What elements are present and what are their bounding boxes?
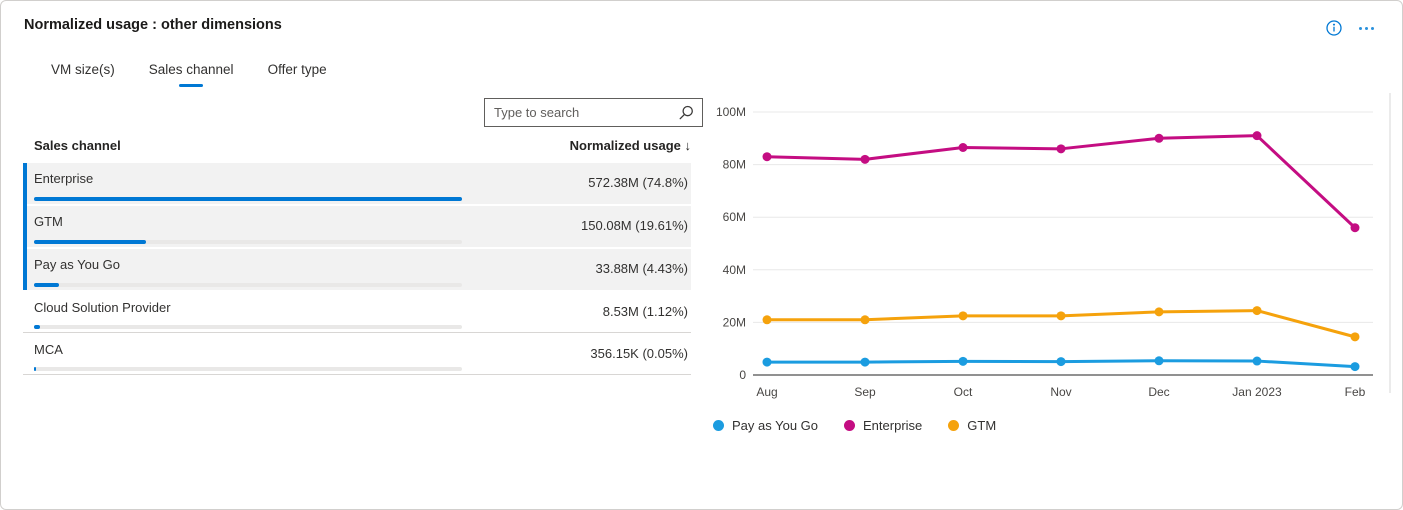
- data-point[interactable]: [860, 154, 870, 164]
- row-selected-marker: [23, 163, 27, 206]
- row-label: Enterprise: [34, 171, 94, 186]
- data-point[interactable]: [762, 315, 772, 325]
- tab-offer-type[interactable]: Offer type: [268, 62, 327, 89]
- legend-item-enterprise[interactable]: Enterprise: [844, 418, 922, 433]
- table-row[interactable]: Enterprise 572.38M (74.8%): [23, 163, 691, 206]
- search-icon[interactable]: [678, 105, 694, 121]
- data-point[interactable]: [958, 143, 968, 153]
- row-selected-marker: [23, 206, 27, 249]
- data-point[interactable]: [1154, 356, 1164, 366]
- x-axis-tick: Nov: [1050, 385, 1071, 399]
- tab-sales-channel[interactable]: Sales channel: [149, 62, 234, 89]
- chart-legend: Pay as You Go Enterprise GTM: [713, 418, 996, 433]
- row-label: MCA: [34, 342, 63, 357]
- x-axis-tick: Feb: [1345, 385, 1366, 399]
- legend-dot-icon: [713, 420, 724, 431]
- dimension-tabs: VM size(s) Sales channel Offer type: [51, 62, 327, 89]
- row-bar-track: [34, 367, 462, 371]
- column-header-normalized-usage[interactable]: Normalized usage ↓: [569, 138, 691, 153]
- tab-label: Sales channel: [148, 62, 234, 77]
- row-label: Cloud Solution Provider: [34, 300, 171, 315]
- row-value: 150.08M (19.61%): [581, 218, 688, 233]
- data-point[interactable]: [762, 152, 772, 162]
- row-bar-fill: [34, 283, 60, 287]
- row-value: 8.53M (1.12%): [602, 304, 688, 319]
- row-bar-fill: [34, 197, 462, 201]
- active-tab-underline: [179, 84, 204, 87]
- data-point[interactable]: [860, 357, 870, 367]
- table-row[interactable]: GTM 150.08M (19.61%): [23, 206, 691, 249]
- y-axis-tick: 40M: [723, 263, 746, 277]
- column-header-sales-channel[interactable]: Sales channel: [34, 138, 121, 153]
- legend-label: Enterprise: [863, 418, 923, 433]
- sales-channel-table: Enterprise 572.38M (74.8%) GTM 150.08M (19.…: [23, 163, 691, 376]
- y-axis-tick: 60M: [723, 210, 746, 224]
- x-axis-tick: Jan 2023: [1232, 385, 1282, 399]
- data-point[interactable]: [1056, 144, 1066, 154]
- tab-vm-sizes[interactable]: VM size(s): [51, 62, 115, 89]
- table-row[interactable]: Cloud Solution Provider 8.53M (1.12%): [23, 292, 691, 333]
- data-point[interactable]: [1350, 362, 1360, 372]
- table-row[interactable]: Pay as You Go 33.88M (4.43%): [23, 249, 691, 290]
- search-box: [484, 98, 703, 127]
- legend-dot-icon: [948, 420, 960, 431]
- x-axis-tick: Dec: [1148, 385, 1169, 399]
- row-label: GTM: [34, 214, 63, 229]
- y-axis-tick: 20M: [723, 315, 746, 329]
- x-axis-tick: Sep: [854, 385, 876, 399]
- data-point[interactable]: [1154, 133, 1164, 143]
- tab-label: VM size(s): [51, 62, 115, 77]
- row-value: 33.88M (4.43%): [595, 261, 689, 276]
- info-icon[interactable]: [1325, 19, 1343, 37]
- data-point[interactable]: [1252, 306, 1262, 316]
- x-axis-tick: Oct: [954, 385, 973, 399]
- data-point[interactable]: [1252, 356, 1262, 366]
- row-value: 572.38M (74.8%): [588, 175, 688, 190]
- chart-right-divider: [1389, 93, 1391, 393]
- table-row[interactable]: MCA 356.15K (0.05%): [23, 334, 691, 375]
- y-axis-tick: 80M: [723, 158, 746, 172]
- y-axis-tick: 100M: [716, 105, 746, 119]
- page-title: Normalized usage : other dimensions: [24, 17, 282, 33]
- row-bar-fill: [34, 367, 36, 371]
- row-value: 356.15K (0.05%): [590, 346, 688, 361]
- legend-label: Pay as You Go: [732, 418, 819, 433]
- more-options-icon[interactable]: [1357, 23, 1376, 34]
- table-header: Sales channel Normalized usage ↓: [23, 138, 691, 153]
- y-axis-tick: 0: [739, 368, 746, 382]
- x-axis-tick: Aug: [756, 385, 777, 399]
- data-point[interactable]: [1252, 131, 1262, 141]
- tab-label: Offer type: [267, 62, 327, 77]
- row-label: Pay as You Go: [34, 257, 121, 272]
- row-selected-marker: [23, 249, 27, 290]
- data-point[interactable]: [1056, 311, 1066, 321]
- row-bar-fill: [34, 240, 147, 244]
- data-point[interactable]: [860, 315, 870, 325]
- data-point[interactable]: [1056, 357, 1066, 367]
- usage-line-chart: 0 20M 40M 60M 80M 100M Aug Sep Oct Nov Dec Jan 2023…: [716, 105, 1373, 399]
- legend-dot-icon: [844, 420, 856, 431]
- legend-item-pay-as-you-go[interactable]: Pay as You Go: [713, 418, 818, 433]
- row-bar-track: [34, 325, 462, 329]
- row-bar-track: [34, 240, 462, 244]
- search-input[interactable]: [485, 105, 678, 120]
- data-point[interactable]: [1154, 307, 1164, 317]
- data-point[interactable]: [1350, 332, 1360, 342]
- row-bar-track: [34, 197, 462, 201]
- data-point[interactable]: [958, 311, 968, 321]
- data-point[interactable]: [958, 356, 968, 366]
- data-point[interactable]: [762, 357, 772, 367]
- row-bar-track: [34, 283, 462, 287]
- row-bar-fill: [34, 325, 41, 329]
- data-point[interactable]: [1350, 223, 1360, 233]
- legend-label: GTM: [967, 418, 997, 433]
- legend-item-gtm[interactable]: GTM: [948, 418, 996, 433]
